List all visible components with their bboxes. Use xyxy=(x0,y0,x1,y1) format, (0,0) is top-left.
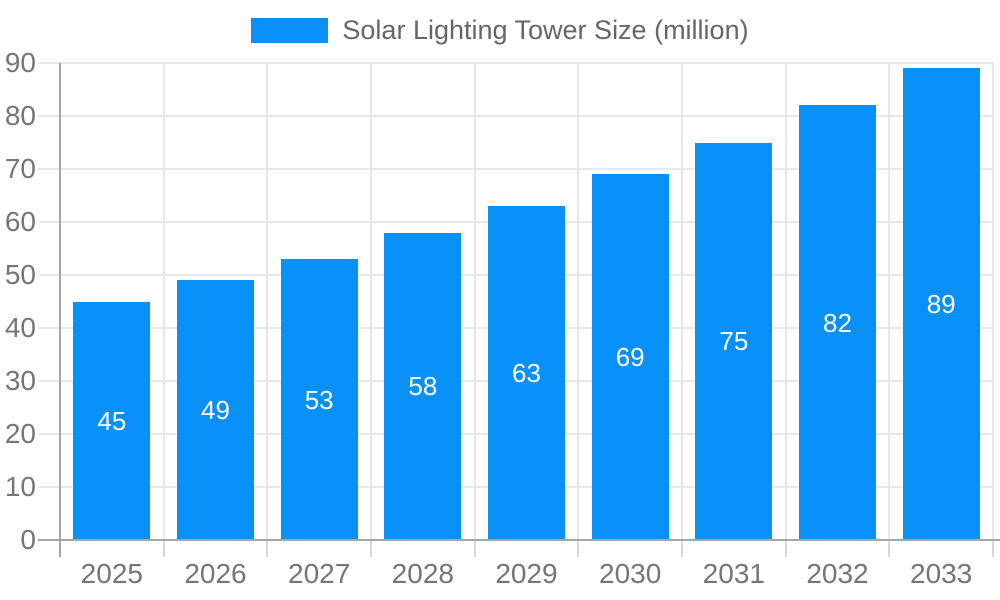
x-tick-label: 2030 xyxy=(599,558,662,589)
x-axis-tick xyxy=(784,540,787,557)
y-tick-label: 20 xyxy=(4,418,36,449)
y-tick-label: 30 xyxy=(4,365,36,396)
bar-2030[interactable]: 69 xyxy=(591,174,669,540)
gridline-vertical xyxy=(162,63,165,540)
x-axis-line xyxy=(38,539,1000,541)
y-tick-label: 90 xyxy=(4,47,36,78)
bar-2033[interactable]: 89 xyxy=(902,68,980,540)
x-tick-label: 2029 xyxy=(495,558,558,589)
y-tick-label: 70 xyxy=(4,153,36,184)
bar-value-label: 45 xyxy=(97,405,127,436)
y-tick-label: 50 xyxy=(4,259,36,290)
y-tick-label: 0 xyxy=(20,524,36,555)
x-axis-tick xyxy=(681,540,683,557)
bar-2025[interactable]: 45 xyxy=(73,301,151,540)
gridline-vertical xyxy=(473,63,476,540)
bar-value-label: 63 xyxy=(512,358,541,389)
bar-value-label: 89 xyxy=(926,289,956,320)
gridline-vertical xyxy=(992,63,994,540)
bar-value-label: 53 xyxy=(304,384,334,415)
bar-value-label: 82 xyxy=(823,307,852,338)
x-tick-label: 2027 xyxy=(288,558,351,589)
bar-value-label: 49 xyxy=(201,395,230,426)
x-tick-label: 2025 xyxy=(80,558,143,589)
x-axis-tick xyxy=(473,540,476,557)
gridline-horizontal xyxy=(38,62,993,64)
gridline-vertical xyxy=(681,63,683,540)
legend-swatch xyxy=(251,17,329,43)
y-axis-line xyxy=(59,63,61,557)
gridline-horizontal xyxy=(38,115,993,117)
x-axis-tick xyxy=(888,540,891,557)
gridline-vertical xyxy=(888,63,891,540)
gridline-horizontal xyxy=(38,168,993,170)
x-axis-tick xyxy=(577,540,580,557)
y-tick-label: 10 xyxy=(4,471,36,502)
y-tick-label: 40 xyxy=(4,312,36,343)
y-tick-label: 60 xyxy=(4,206,36,237)
x-tick-label: 2033 xyxy=(910,558,973,589)
bar-2032[interactable]: 82 xyxy=(799,105,876,540)
y-tick-label: 80 xyxy=(4,100,36,131)
bar-2028[interactable]: 58 xyxy=(384,232,462,540)
x-axis-tick xyxy=(162,540,165,557)
gridline-vertical xyxy=(370,63,372,540)
bar-2029[interactable]: 63 xyxy=(488,206,565,540)
x-axis-tick xyxy=(370,540,372,557)
bar-2031[interactable]: 75 xyxy=(695,142,773,540)
legend-label: Solar Lighting Tower Size (million) xyxy=(342,14,749,45)
x-axis-tick xyxy=(992,540,994,557)
bar-2026[interactable]: 49 xyxy=(177,280,254,540)
gridline-vertical xyxy=(577,63,580,540)
x-axis-tick xyxy=(266,540,269,557)
gridline-vertical xyxy=(784,63,787,540)
gridline-vertical xyxy=(266,63,269,540)
x-tick-label: 2026 xyxy=(184,558,247,589)
x-tick-label: 2032 xyxy=(806,558,869,589)
x-tick-label: 2031 xyxy=(702,558,765,589)
bar-value-label: 75 xyxy=(719,326,749,357)
legend-item[interactable]: Solar Lighting Tower Size (million) xyxy=(0,15,1000,45)
bar-value-label: 58 xyxy=(408,371,438,402)
bar-value-label: 69 xyxy=(615,342,645,373)
x-tick-label: 2028 xyxy=(391,558,454,589)
bar-2027[interactable]: 53 xyxy=(280,259,358,540)
